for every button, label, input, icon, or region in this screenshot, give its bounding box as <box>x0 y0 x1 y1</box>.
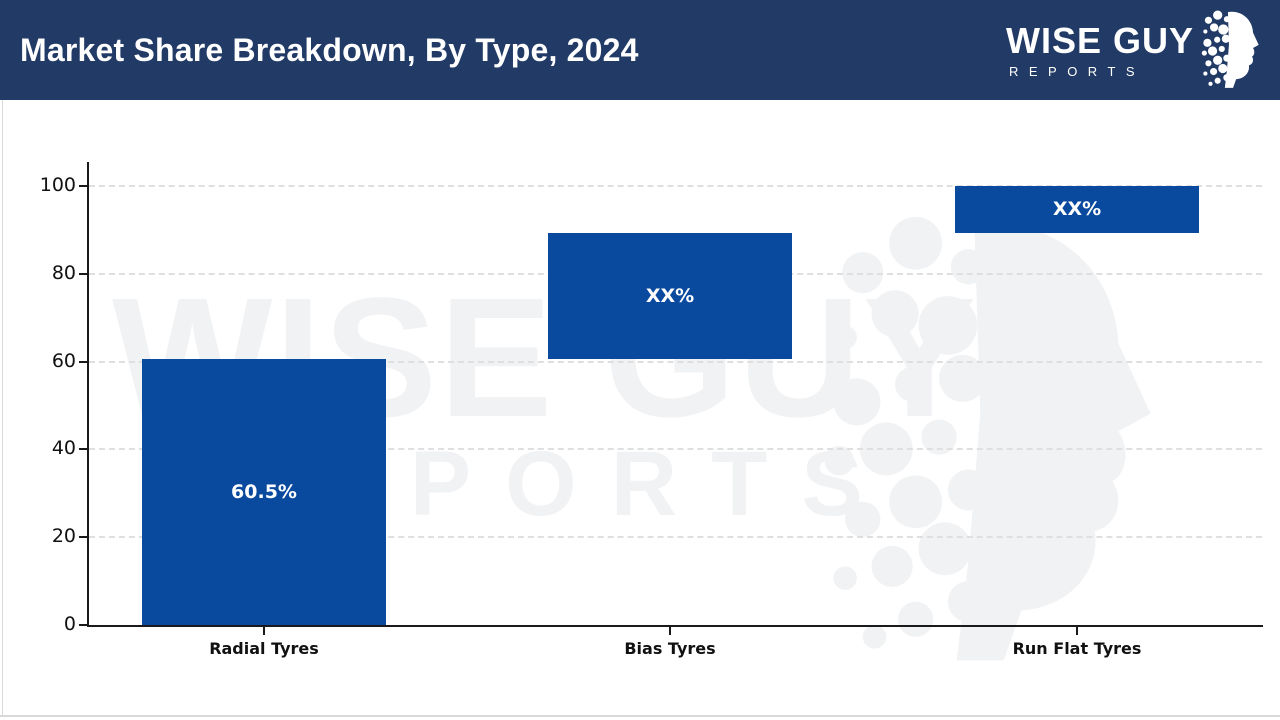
gridline-20 <box>89 536 1262 539</box>
logo-subtitle: REPORTS <box>1008 63 1146 79</box>
bar-value-label: XX% <box>1052 198 1102 221</box>
y-tick-label-100: 100 <box>39 174 76 196</box>
chart-area: WISE GUY REPORTS 0 20 40 60 80 100 60.5% Radial… <box>0 100 1280 720</box>
gridline-100 <box>89 185 1262 187</box>
logo-wordmark: WISE GUY <box>1005 19 1194 61</box>
y-tick-label-60: 60 <box>51 349 76 372</box>
y-tick-20 <box>79 536 88 539</box>
y-axis-line <box>87 162 89 627</box>
y-tick-label-0: 0 <box>63 613 76 635</box>
bar-run-flat-tyres: XX% <box>955 186 1199 233</box>
y-tick-100 <box>79 185 88 187</box>
x-category-label-radial-tyres: Radial Tyres <box>209 639 319 658</box>
gridline-40 <box>89 448 1262 451</box>
bar-value-label: 60.5% <box>231 481 297 504</box>
y-tick-40 <box>79 448 88 451</box>
x-tick-1 <box>669 627 671 635</box>
x-tick-0 <box>263 627 265 635</box>
x-category-label-run-flat-tyres: Run Flat Tyres <box>1012 639 1142 658</box>
x-category-label-bias-tyres: Bias Tyres <box>624 639 716 658</box>
wiseguy-logo: WISE GUY REPORTS <box>1006 9 1262 91</box>
y-tick-60 <box>79 360 88 363</box>
bar-value-label: XX% <box>645 285 695 308</box>
y-tick-0 <box>79 624 88 626</box>
y-tick-label-20: 20 <box>51 525 76 548</box>
x-axis-line <box>87 625 1263 627</box>
wiseguy-logo-text: WISE GUY REPORTS <box>1005 19 1194 79</box>
bar-radial-tyres: 60.5% <box>142 359 386 625</box>
y-tick-label-80: 80 <box>51 261 76 284</box>
y-tick-80 <box>79 272 88 275</box>
page-bottom-rule <box>0 715 1280 717</box>
page-title: Market Share Breakdown, By Type, 2024 <box>20 31 639 68</box>
gridline-60 <box>89 360 1262 363</box>
header-bar: Market Share Breakdown, By Type, 2024 WI… <box>0 0 1280 100</box>
bar-bias-tyres: XX% <box>548 232 792 360</box>
x-tick-2 <box>1076 627 1078 635</box>
watermark-face-icon <box>812 208 1172 678</box>
page-left-rule <box>2 100 3 716</box>
wiseguy-face-icon <box>1200 9 1262 91</box>
y-tick-label-40: 40 <box>51 437 76 460</box>
